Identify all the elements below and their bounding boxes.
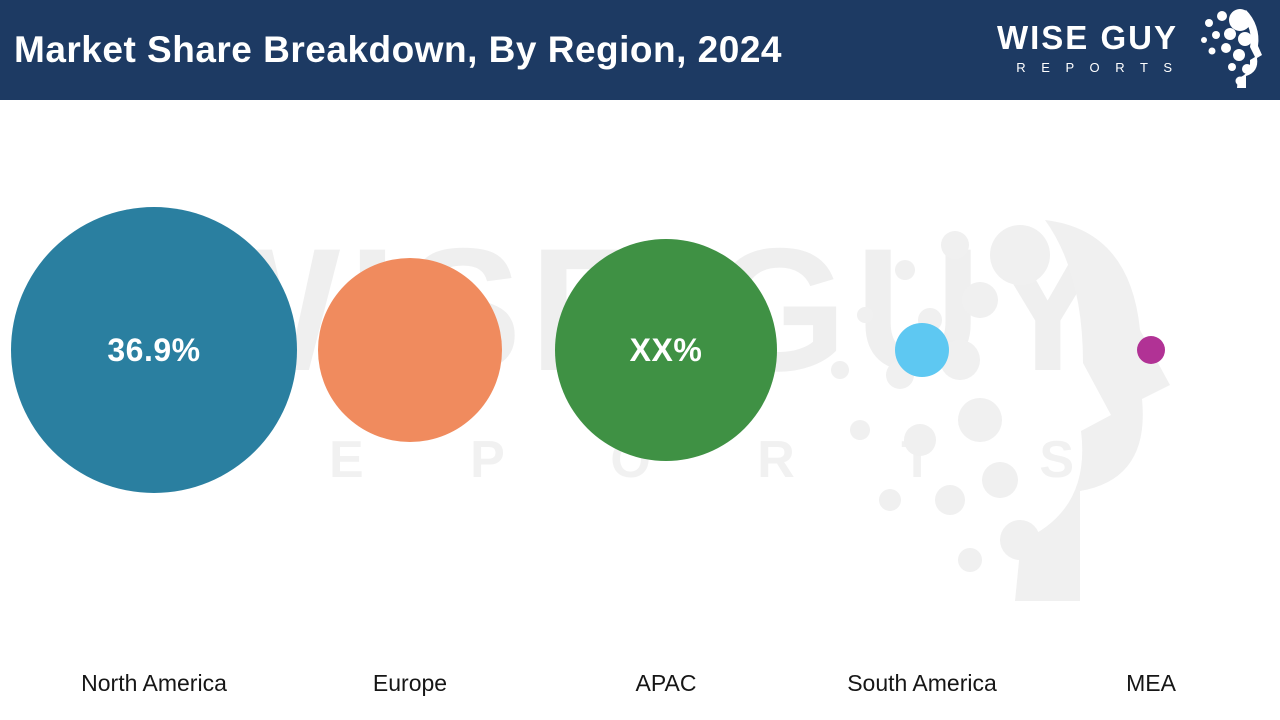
bubble-value-apac: XX% [629,331,703,368]
wise-guy-logo: WISE GUY R E P O R T S [997,7,1262,93]
bubble-apac: XX% [555,239,777,461]
bubble-south-america [895,323,949,377]
bubble-europe [318,258,502,442]
region-label-south-america: South America [847,670,997,696]
logo-head-icon [1201,9,1262,88]
region-label-mea: MEA [1126,670,1176,696]
region-label-north-america: North America [81,670,227,696]
bubble-value-north-america: 36.9% [107,331,201,368]
watermark-head-icon [831,220,1170,601]
region-label-apac: APAC [635,670,697,696]
bubble-chart: WISE GUY R E P O R T S [0,100,1280,720]
logo-subtext: R E P O R T S [1016,59,1178,75]
logo-wordmark: WISE GUY [996,19,1178,56]
region-label-europe: Europe [372,670,448,696]
page-title: Market Share Breakdown, By Region, 2024 [14,29,782,70]
bubble-north-america: 36.9% [11,207,297,493]
logo-text: WISE GUY R E P O R T S [996,19,1178,75]
bubble-mea [1137,336,1165,364]
header: Market Share Breakdown, By Region, 2024 … [0,0,1280,100]
